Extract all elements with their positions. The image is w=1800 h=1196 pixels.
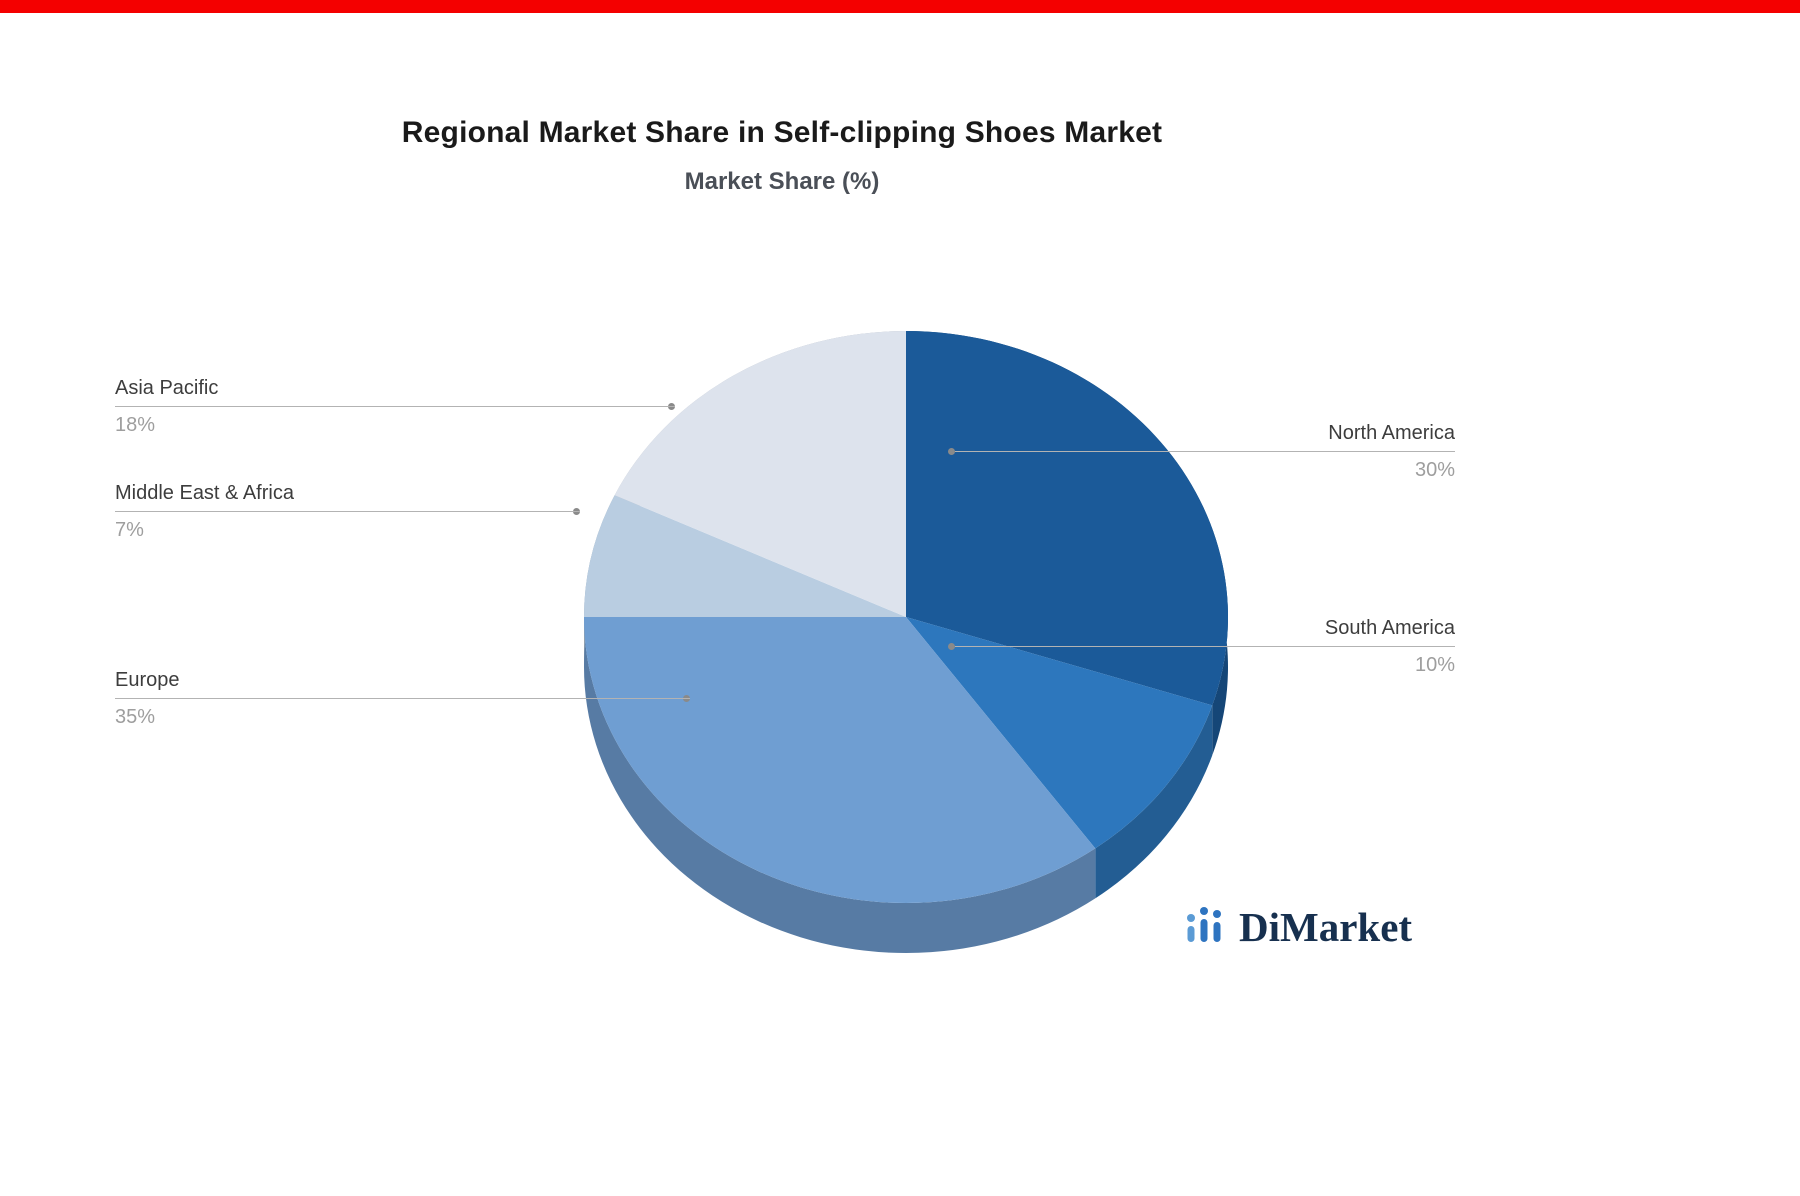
callout-value: 30%	[1414, 459, 1455, 481]
top-accent-bar	[0, 0, 1800, 13]
leader-line	[955, 646, 1455, 647]
chart-title: Regional Market Share in Self-clipping S…	[401, 116, 1163, 149]
callout-europe: Europe 35%	[115, 668, 690, 729]
leader-line	[115, 406, 675, 407]
callout-label: Asia Pacific	[115, 377, 219, 399]
leader-dot-south-america	[948, 643, 955, 650]
brand-name: DiMarket	[1239, 903, 1413, 950]
callout-value: 7%	[115, 519, 144, 541]
chart-subtitle: Market Share (%)	[684, 168, 880, 195]
callout-value: 10%	[1414, 654, 1455, 676]
leader-line	[955, 451, 1455, 452]
callout-value: 35%	[115, 706, 156, 728]
callout-label: North America	[1328, 422, 1455, 444]
callout-label: Middle East & Africa	[115, 482, 294, 504]
brand-logo: DiMarket	[1185, 901, 1412, 952]
leader-dot-north-america	[948, 448, 955, 455]
callout-middle-east-africa: Middle East & Africa 7%	[115, 481, 580, 542]
leader-line	[115, 698, 690, 699]
callout-north-america: North America 30%	[955, 421, 1455, 482]
leader-line	[115, 511, 580, 512]
callout-asia-pacific: Asia Pacific 18%	[115, 376, 675, 437]
callout-label: Europe	[115, 669, 180, 691]
dimarket-logo-icon	[1185, 901, 1229, 952]
callout-label: South America	[1324, 617, 1455, 639]
pie-svg	[584, 331, 1229, 954]
callout-value: 18%	[115, 414, 156, 436]
pie-chart	[536, 300, 1276, 1000]
callout-south-america: South America 10%	[955, 616, 1455, 677]
